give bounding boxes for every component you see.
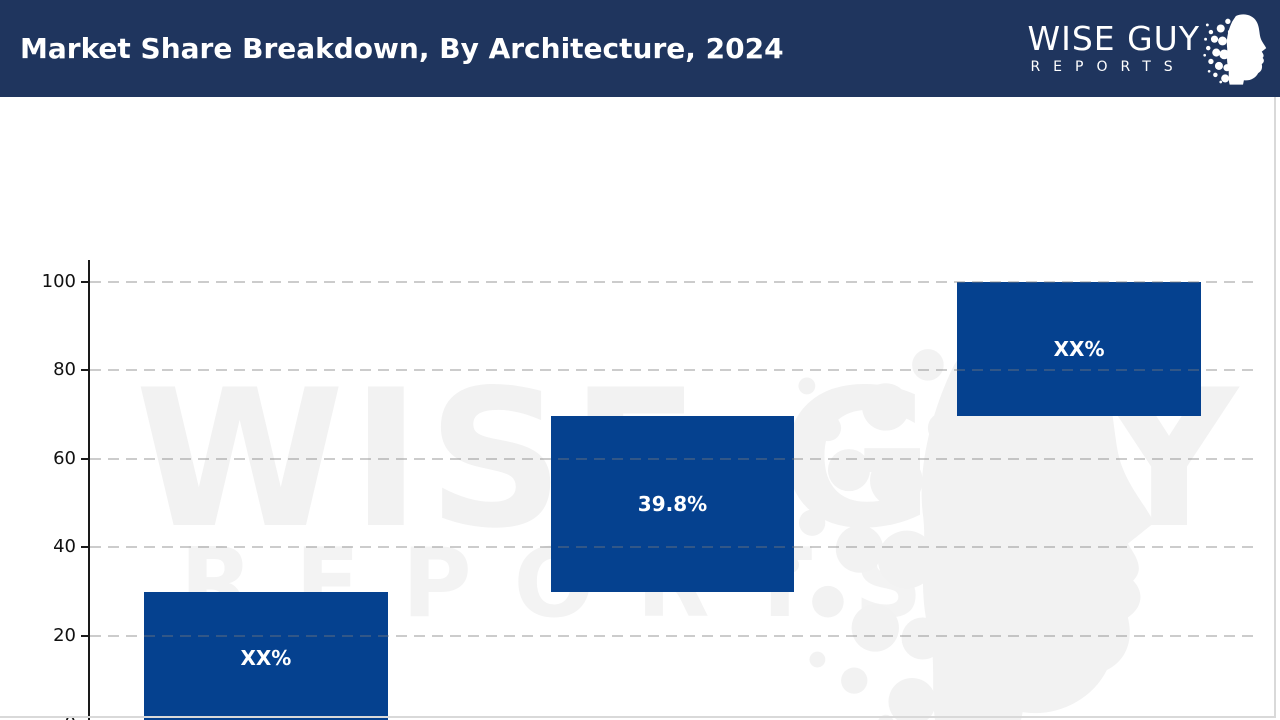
y-tick-mark	[81, 457, 88, 460]
bar: XX%	[144, 592, 388, 720]
logo-subtitle: REPORTS	[1030, 58, 1186, 75]
logo-face-icon	[1203, 13, 1267, 85]
gridline	[90, 369, 1255, 372]
y-tick-mark	[81, 634, 88, 637]
page-edge-right	[1274, 97, 1276, 717]
plot-area: 020406080100XX%Clustered Multiprocessing…	[42, 260, 1255, 720]
chart-title: Market Share Breakdown, By Architecture,…	[20, 32, 784, 65]
y-tick-label: 40	[53, 536, 76, 558]
bar-value-label: XX%	[240, 646, 292, 671]
bar: 39.8%	[550, 416, 795, 593]
y-tick-label: 80	[53, 359, 76, 381]
header-bar: Market Share Breakdown, By Architecture,…	[0, 0, 1280, 97]
bar-value-label: 39.8%	[637, 492, 708, 517]
page-edge-bottom	[0, 716, 1276, 718]
bar: XX%	[957, 282, 1201, 417]
gridline	[90, 281, 1255, 284]
y-tick-mark	[81, 546, 88, 549]
y-tick-mark	[81, 281, 88, 284]
y-tick-label: 20	[53, 624, 76, 646]
gridline	[90, 457, 1255, 460]
y-tick-mark	[81, 369, 88, 372]
logo-wordmark: WISE GUY	[1027, 19, 1200, 59]
y-tick-label: 60	[53, 447, 76, 469]
gridline	[90, 546, 1255, 549]
bar-value-label: XX%	[1053, 337, 1105, 362]
y-tick-label: 100	[41, 271, 76, 293]
chart-area: WISE GUY REPORTS 020406080100XX%Clustere…	[0, 97, 1280, 720]
gridline	[90, 634, 1255, 637]
wiseguy-logo: WISE GUY REPORTS	[1027, 6, 1268, 91]
